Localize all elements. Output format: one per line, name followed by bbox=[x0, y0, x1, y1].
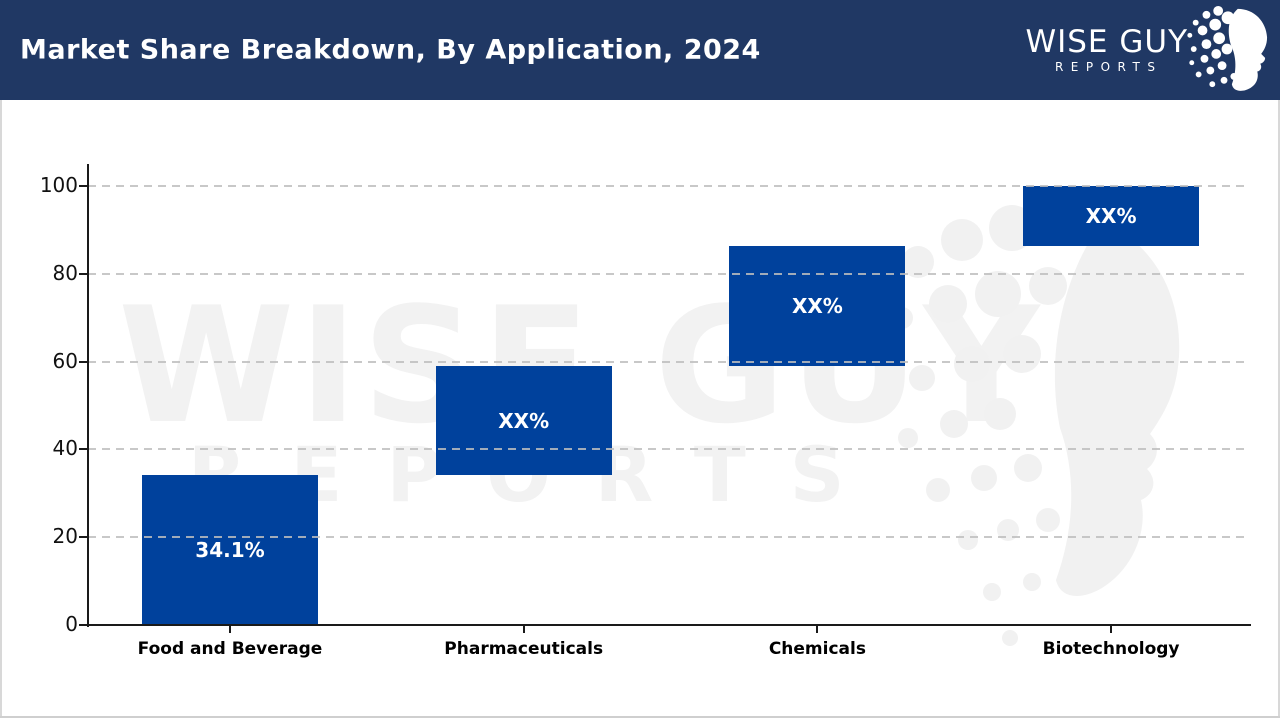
header-bar: Market Share Breakdown, By Application, … bbox=[0, 0, 1280, 100]
bottom-border bbox=[0, 716, 1280, 718]
logo-head-icon bbox=[1187, 6, 1268, 91]
right-border bbox=[1278, 100, 1280, 716]
bar-value-label: XX% bbox=[498, 408, 550, 433]
page-title: Market Share Breakdown, By Application, … bbox=[20, 34, 761, 66]
logo-wiseguy-label: WISE GUY bbox=[1025, 23, 1188, 60]
bar-value-label: 34.1% bbox=[195, 538, 265, 563]
bar-value-label: XX% bbox=[791, 294, 843, 319]
logo-text: WISE GUY REPORTS bbox=[1025, 26, 1188, 75]
bar-0: 34.1% bbox=[142, 475, 318, 625]
wise-guy-logo: WISE GUY REPORTS bbox=[1025, 4, 1270, 96]
bar-value-label: XX% bbox=[1085, 204, 1137, 229]
bar-2: XX% bbox=[729, 246, 906, 366]
bar-3: XX% bbox=[1023, 186, 1200, 247]
bar-1: XX% bbox=[435, 365, 612, 476]
logo-reports-label: REPORTS bbox=[1054, 60, 1163, 75]
left-border bbox=[0, 100, 2, 716]
